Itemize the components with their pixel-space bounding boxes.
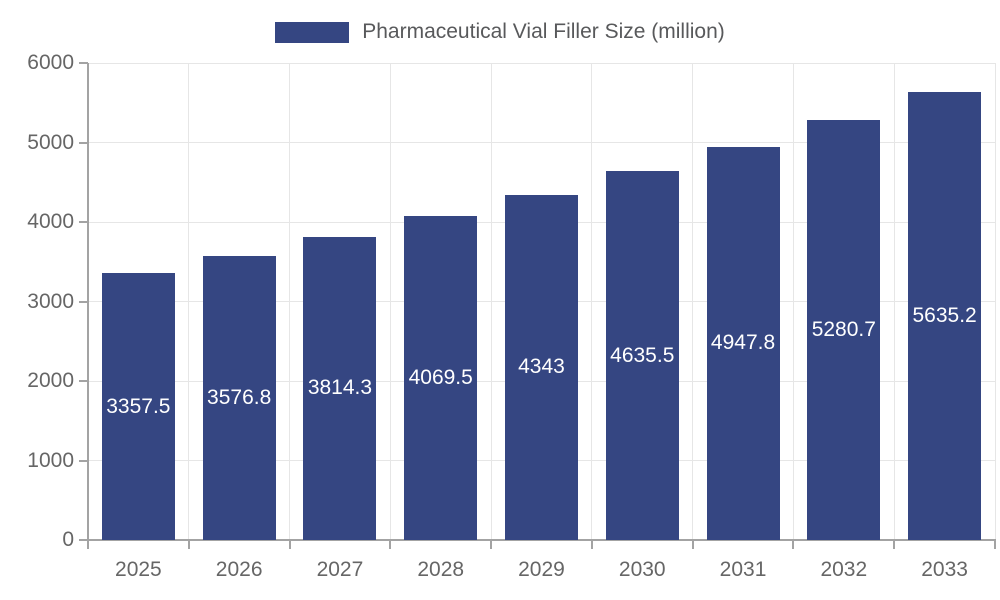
bar-value-label: 3357.5	[106, 394, 171, 418]
x-axis-label: 2028	[417, 558, 465, 581]
vertical-gridline	[692, 63, 694, 540]
y-tick-label: 1000	[27, 448, 74, 472]
x-axis-label: 2027	[316, 558, 364, 581]
bar: 4947.8	[706, 146, 780, 540]
bar-value-label: 3814.3	[307, 376, 373, 400]
y-tick	[79, 459, 88, 462]
x-axis-label: 2025	[115, 558, 162, 581]
vertical-gridline	[994, 63, 996, 540]
bar: 3357.5	[101, 273, 175, 540]
y-tick	[79, 539, 88, 541]
y-tick	[79, 300, 88, 303]
bar: 5280.7	[807, 120, 881, 540]
y-tick	[79, 62, 88, 64]
y-tick-label: 0	[62, 528, 74, 551]
x-axis-label: 2030	[618, 558, 666, 581]
y-tick-label: 2000	[27, 369, 74, 392]
x-tick	[490, 540, 493, 549]
y-tick	[79, 141, 88, 144]
legend-swatch	[275, 21, 350, 43]
vertical-gridline	[188, 63, 190, 540]
x-tick	[691, 540, 694, 549]
bar: 3576.8	[202, 255, 276, 540]
y-axis-line	[87, 63, 89, 540]
y-tick-label: 5000	[27, 130, 74, 154]
legend-item[interactable]: Pharmaceutical Vial Filler Size (million…	[275, 20, 725, 44]
horizontal-gridline	[88, 62, 995, 64]
bar-value-label: 3576.8	[207, 385, 272, 409]
x-axis-label: 2032	[820, 558, 868, 581]
bar: 5635.2	[908, 92, 982, 540]
bar: 4635.5	[605, 171, 679, 540]
bar: 4343	[504, 194, 579, 540]
x-axis-label: 2029	[518, 558, 565, 581]
x-tick	[288, 540, 291, 549]
vertical-gridline	[893, 63, 895, 540]
bar-value-label: 4343	[518, 355, 565, 379]
x-tick	[87, 540, 89, 549]
horizontal-gridline	[88, 142, 995, 143]
x-tick	[893, 540, 896, 549]
x-tick	[389, 540, 392, 549]
x-tick	[187, 540, 190, 549]
x-axis-label: 2031	[719, 558, 767, 581]
y-tick-label: 3000	[27, 289, 74, 313]
bar-value-label: 5635.2	[912, 303, 977, 327]
vertical-gridline	[389, 63, 391, 540]
x-axis-label: 2033	[921, 558, 968, 581]
bar-value-label: 4947.8	[710, 331, 776, 355]
bar-value-label: 4635.5	[610, 343, 675, 367]
x-tick	[994, 540, 996, 549]
y-tick	[79, 380, 88, 382]
vertical-gridline	[591, 63, 593, 540]
legend-label: Pharmaceutical Vial Filler Size (million…	[362, 20, 725, 43]
vertical-gridline	[792, 63, 794, 540]
y-tick-label: 4000	[27, 210, 74, 233]
bar: 3814.3	[303, 236, 377, 540]
x-tick	[792, 540, 795, 549]
vertical-gridline	[490, 63, 492, 540]
x-tick	[590, 540, 593, 549]
vertical-gridline	[289, 63, 291, 540]
y-tick-label: 6000	[27, 51, 74, 74]
bar-value-label: 5280.7	[811, 318, 876, 342]
x-axis-line	[87, 539, 996, 541]
y-tick	[79, 221, 88, 223]
bar: 4069.5	[404, 216, 478, 540]
x-axis-label: 2026	[215, 558, 263, 581]
legend: Pharmaceutical Vial Filler Size (million…	[0, 20, 1000, 44]
bar-value-label: 4069.5	[408, 366, 473, 390]
